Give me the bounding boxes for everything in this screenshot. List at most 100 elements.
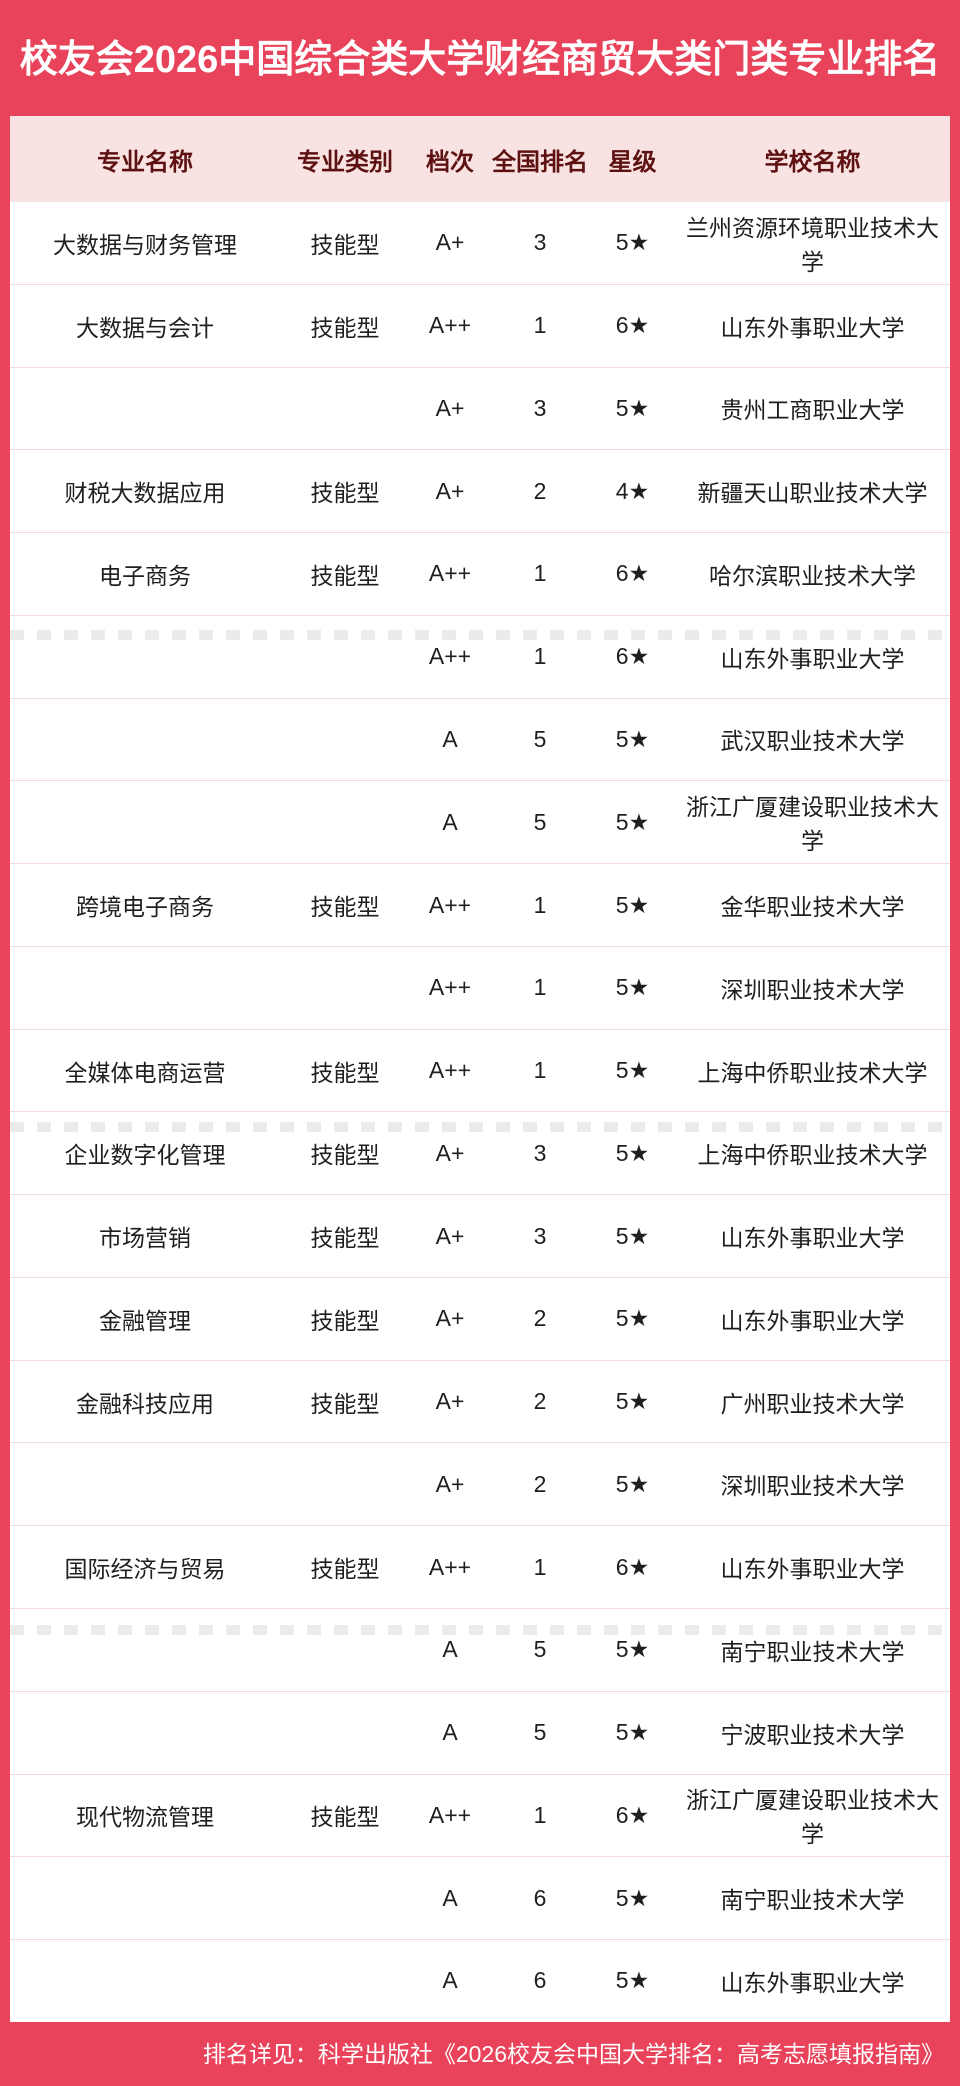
cell-school: 山东外事职业大学 <box>720 1556 905 1583</box>
column-header-0: 专业名称 <box>97 148 193 176</box>
cell-major: 财税大数据应用 <box>64 480 226 507</box>
table-row: A++ 1 6★ 山东外事职业大学 <box>10 614 950 698</box>
cell-category: 技能型 <box>310 894 380 920</box>
table-row: 金融管理 技能型 A+ 2 5★ 山东外事职业大学 <box>10 1276 950 1360</box>
cell-school: 上海中侨职业技术大学 <box>697 1142 928 1169</box>
cell-rank: 5 <box>533 808 547 835</box>
cell-category: 技能型 <box>310 1059 380 1086</box>
cell-grade: A++ <box>428 560 472 587</box>
cell-star: 4★ <box>615 477 650 504</box>
cell-rank: 2 <box>533 1305 547 1332</box>
table-row: 全媒体电商运营 技能型 A++ 1 5★ 上海中侨职业技术大学 <box>10 1028 950 1112</box>
cell-school: 哈尔滨职业技术大学 <box>709 562 916 589</box>
cell-grade: A++ <box>428 1057 472 1084</box>
cell-star: 5★ <box>615 974 650 1001</box>
table-header-row: 专业名称 专业类别 档次 全国排名 星级 学校名称 <box>10 116 950 202</box>
cell-school: 宁波职业技术大学 <box>720 1721 905 1748</box>
cell-school: 南宁职业技术大学 <box>720 1887 905 1914</box>
cell-star: 6★ <box>615 312 650 339</box>
cell-star: 5★ <box>615 1719 650 1746</box>
cell-rank: 1 <box>533 891 547 918</box>
table-row: 现代物流管理 技能型 A++ 1 6★ 浙江广厦建设职业技术大学 <box>10 1773 950 1857</box>
ranking-table-card: 专业名称 专业类别 档次 全国排名 星级 学校名称 大数据与财务管理 技能型 A+ 3 5★ 兰州资… <box>10 116 950 2022</box>
cell-rank: 1 <box>533 312 547 339</box>
cell-rank: 5 <box>533 1719 547 1746</box>
table-row: 电子商务 技能型 A++ 1 6★ 哈尔滨职业技术大学 <box>10 532 950 615</box>
cell-grade: A+ <box>435 1305 465 1332</box>
cell-major: 现代物流管理 <box>76 1804 214 1831</box>
cell-major: 国际经济与贸易 <box>64 1556 226 1583</box>
cell-major: 跨境电子商务 <box>76 894 214 920</box>
cell-school: 新疆天山职业技术大学 <box>697 480 928 507</box>
cell-grade: A++ <box>428 312 472 339</box>
cell-grade: A+ <box>435 477 465 504</box>
cell-rank: 3 <box>533 1139 547 1166</box>
cell-star: 5★ <box>615 1222 650 1249</box>
cell-major: 大数据与财务管理 <box>53 231 237 258</box>
cell-grade: A++ <box>428 1801 472 1828</box>
table-row: A+ 2 5★ 深圳职业技术大学 <box>10 1442 950 1526</box>
table-row: 国际经济与贸易 技能型 A++ 1 6★ 山东外事职业大学 <box>10 1525 950 1609</box>
cell-school: 广州职业技术大学 <box>720 1390 905 1417</box>
cell-category: 技能型 <box>310 1804 380 1831</box>
cell-rank: 6 <box>533 1884 547 1911</box>
cell-school: 深圳职业技术大学 <box>720 1473 905 1500</box>
cell-school: 武汉职业技术大学 <box>720 728 905 755</box>
cell-rank: 2 <box>533 477 547 504</box>
cell-rank: 3 <box>533 394 547 421</box>
table-row: A 5 5★ 浙江广厦建设职业技术大学 <box>10 780 950 864</box>
cell-rank: 5 <box>533 725 547 752</box>
cell-category: 技能型 <box>310 1307 380 1334</box>
cell-star: 5★ <box>615 1057 650 1084</box>
cell-star: 6★ <box>615 643 650 670</box>
cell-grade: A <box>442 1636 458 1663</box>
cell-rank: 1 <box>533 1801 547 1828</box>
cell-grade: A++ <box>428 891 472 918</box>
cell-category: 技能型 <box>310 1142 380 1169</box>
cell-school: 兰州资源环境职业技术大学 <box>686 214 939 275</box>
column-header-5: 学校名称 <box>764 148 861 176</box>
cell-school: 深圳职业技术大学 <box>720 976 905 1003</box>
cell-category: 技能型 <box>310 314 380 341</box>
cell-rank: 1 <box>533 643 547 670</box>
cell-category: 技能型 <box>310 231 380 258</box>
cell-star: 5★ <box>615 1305 650 1332</box>
cell-star: 6★ <box>615 1801 650 1828</box>
cell-grade: A <box>442 1967 458 1994</box>
column-header-4: 星级 <box>608 148 657 176</box>
table-row: 大数据与会计 技能型 A++ 1 6★ 山东外事职业大学 <box>10 283 950 367</box>
table-row: 市场营销 技能型 A+ 3 5★ 山东外事职业大学 <box>10 1194 950 1277</box>
cell-major: 电子商务 <box>99 562 191 589</box>
cell-grade: A <box>442 725 458 752</box>
cell-rank: 1 <box>533 974 547 1001</box>
cell-school: 金华职业技术大学 <box>720 894 905 920</box>
cell-school: 浙江广厦建设职业技术大学 <box>686 794 939 855</box>
cell-star: 5★ <box>615 1139 650 1166</box>
cell-grade: A+ <box>435 1388 465 1415</box>
page-title: 校友会2026中国综合类大学财经商贸大类门类专业排名 <box>19 39 941 81</box>
cell-school: 山东外事职业大学 <box>720 1969 905 1996</box>
cell-rank: 1 <box>533 560 547 587</box>
cell-star: 5★ <box>615 891 650 918</box>
cell-rank: 3 <box>533 1222 547 1249</box>
table-row: A+ 3 5★ 贵州工商职业大学 <box>10 366 950 450</box>
cell-major: 金融科技应用 <box>76 1390 214 1417</box>
table-row: 金融科技应用 技能型 A+ 2 5★ 广州职业技术大学 <box>10 1359 950 1443</box>
cell-star: 5★ <box>615 1884 650 1911</box>
cell-school: 贵州工商职业大学 <box>720 397 905 424</box>
cell-category: 技能型 <box>310 562 380 589</box>
cell-grade: A++ <box>428 1553 472 1580</box>
table-row: A 6 5★ 南宁职业技术大学 <box>10 1856 950 1940</box>
cell-category: 技能型 <box>310 1390 380 1417</box>
cell-school: 上海中侨职业技术大学 <box>697 1059 928 1086</box>
cell-category: 技能型 <box>310 1225 380 1252</box>
cell-grade: A++ <box>428 974 472 1001</box>
table-body: 大数据与财务管理 技能型 A+ 3 5★ 兰州资源环境职业技术大学 大数据与会计 技能型 A++… <box>10 202 950 2022</box>
cell-star: 5★ <box>615 394 650 421</box>
cell-grade: A++ <box>428 643 472 670</box>
table-row: A 5 5★ 南宁职业技术大学 <box>10 1608 950 1691</box>
cell-star: 5★ <box>615 1636 650 1663</box>
cell-grade: A+ <box>435 394 465 421</box>
cell-rank: 3 <box>533 229 547 256</box>
